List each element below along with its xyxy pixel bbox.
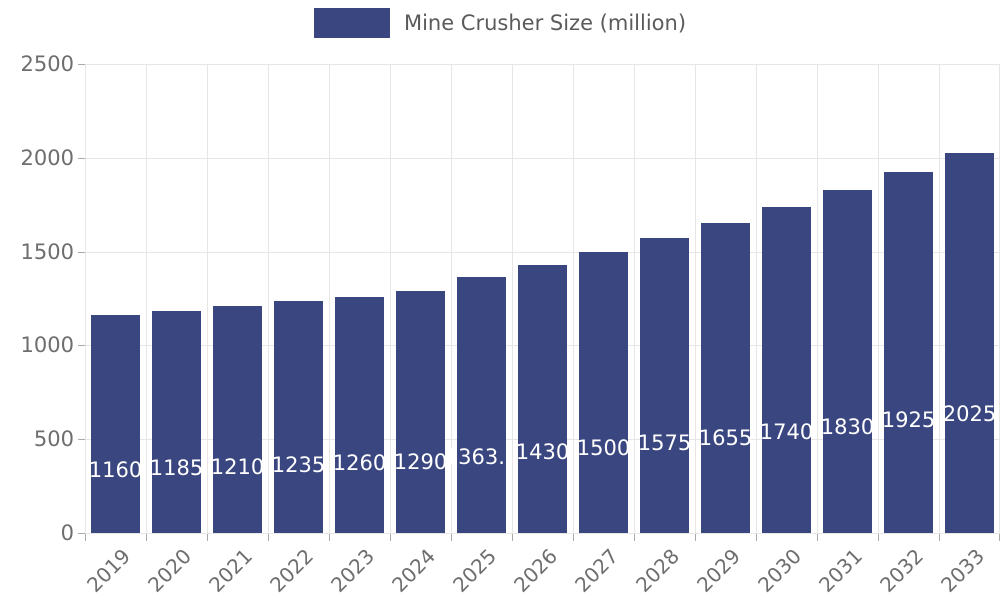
y-axis-tick-mark: [78, 64, 85, 65]
x-axis-tick-mark: [756, 534, 757, 541]
bar[interactable]: [701, 222, 750, 533]
bar[interactable]: [335, 296, 384, 533]
bar[interactable]: [640, 237, 689, 533]
bar[interactable]: [884, 171, 933, 533]
x-axis-tick-label: 2020: [142, 543, 196, 597]
y-axis-tick-label: 0: [60, 521, 74, 545]
x-axis-tick-label: 2027: [569, 543, 623, 597]
x-axis-tick-label: 2023: [325, 543, 379, 597]
legend-label: Mine Crusher Size (million): [403, 11, 687, 35]
y-axis-tick-mark: [78, 157, 85, 159]
x-axis-tick-mark: [695, 534, 696, 541]
x-gridline: [268, 64, 269, 533]
x-gridline: [573, 64, 574, 533]
bar[interactable]: [274, 301, 323, 533]
x-axis-tick-mark: [390, 534, 391, 541]
y-axis-tick-mark: [78, 345, 85, 347]
x-axis-tick-mark: [634, 534, 635, 541]
x-axis-tick-mark: [878, 534, 879, 541]
x-axis-tick-label: 2024: [386, 543, 440, 597]
x-axis-tick-mark: [268, 534, 269, 541]
bar[interactable]: [762, 206, 811, 533]
x-axis-tick-label: 2028: [630, 543, 684, 597]
y-axis-tick-label: 1000: [20, 333, 74, 358]
x-axis-tick-label: 2033: [935, 543, 989, 597]
x-gridline: [878, 64, 879, 533]
x-gridline: [634, 64, 635, 533]
x-gridline: [146, 64, 147, 533]
y-axis-tick-mark: [78, 251, 85, 253]
legend-color-swatch: [313, 8, 390, 38]
x-gridline: [390, 64, 391, 533]
bar[interactable]: [457, 277, 506, 533]
x-axis-tick-mark: [573, 534, 574, 541]
bar[interactable]: [213, 306, 262, 533]
x-axis-tick-label: 2025: [447, 543, 501, 597]
x-axis-tick-mark: [85, 534, 86, 541]
y-axis-tick-label: 500: [33, 427, 74, 452]
bar[interactable]: [579, 251, 628, 533]
y-gridline: [85, 64, 1000, 65]
y-gridline: [85, 251, 1000, 253]
x-axis-tick-label: 2019: [81, 543, 135, 597]
x-axis-tick-label: 2030: [752, 543, 806, 597]
y-gridline: [85, 533, 1000, 534]
x-gridline: [817, 64, 818, 533]
x-gridline: [695, 64, 696, 533]
x-axis-tick-mark: [939, 534, 940, 541]
y-axis-tick-label: 2500: [20, 52, 74, 76]
x-axis-tick-label: 2031: [813, 543, 867, 597]
x-axis-tick-mark: [146, 534, 147, 541]
y-gridline: [85, 157, 1000, 159]
x-axis-tick-mark: [207, 534, 208, 541]
y-axis-tick-label: 2000: [20, 145, 74, 170]
x-axis-tick-label: 2032: [874, 543, 928, 597]
y-axis-tick-label: 1500: [20, 239, 74, 264]
x-gridline: [207, 64, 208, 533]
x-gridline: [512, 64, 513, 533]
x-gridline: [329, 64, 330, 533]
bar[interactable]: [823, 189, 872, 533]
x-gridline: [451, 64, 452, 533]
x-axis-tick-label: 2029: [691, 543, 745, 597]
x-axis-tick-mark: [817, 534, 818, 541]
x-axis-tick-mark: [329, 534, 330, 541]
x-axis-tick-mark: [451, 534, 452, 541]
bar[interactable]: [518, 264, 567, 533]
y-axis-tick-mark: [78, 439, 85, 441]
x-gridline: [939, 64, 940, 533]
x-axis-tick-label: 2022: [264, 543, 318, 597]
y-axis-tick-mark: [78, 533, 85, 534]
plot-area: 1160 1185 1210 1235 1260 1290 1363.5 1430 1500 15…: [85, 64, 1000, 534]
bar[interactable]: [945, 153, 994, 533]
bar[interactable]: [396, 291, 445, 533]
bar[interactable]: [152, 310, 201, 533]
x-axis-tick-label: 2026: [508, 543, 562, 597]
chart-legend: Mine Crusher Size (million): [0, 8, 1000, 38]
x-gridline: [756, 64, 757, 533]
x-axis-tick-label: 2021: [203, 543, 257, 597]
x-axis-tick-mark: [512, 534, 513, 541]
bar[interactable]: [91, 315, 140, 533]
x-gridline: [85, 64, 86, 533]
